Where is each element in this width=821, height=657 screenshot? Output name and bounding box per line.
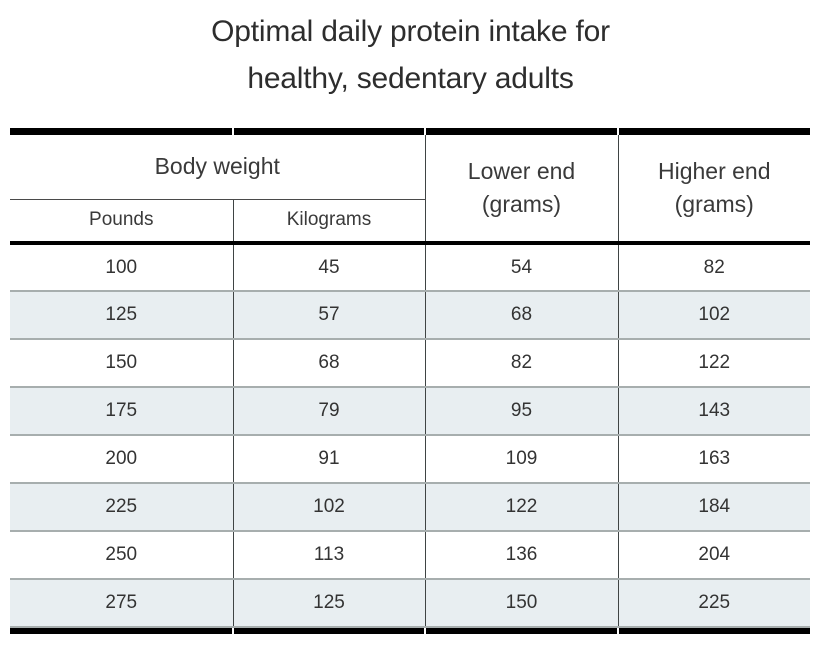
cell-kilograms: 113	[232, 530, 425, 579]
cell-higher-end: 204	[617, 530, 810, 579]
table-row: 100 45 54 82	[10, 241, 810, 291]
header-higher-end: Higher end (grams)	[617, 135, 810, 243]
cell-pounds: 125	[10, 290, 233, 339]
table-top-bar	[10, 128, 810, 135]
header-body-weight: Body weight	[10, 135, 425, 200]
table-row: 250 113 136 204	[10, 530, 810, 579]
bottom-bar-segment	[232, 626, 425, 634]
cell-lower-end: 150	[424, 578, 618, 627]
cell-pounds: 150	[10, 338, 233, 387]
cell-pounds: 100	[10, 241, 233, 291]
table-row: 150 68 82 122	[10, 338, 810, 387]
header-row-units: Pounds Kilograms	[10, 199, 810, 243]
cell-lower-end: 68	[424, 290, 618, 339]
cell-kilograms: 79	[232, 386, 425, 435]
top-bar-segment	[617, 128, 810, 135]
cell-lower-end: 54	[424, 241, 618, 291]
cell-higher-end: 102	[617, 290, 810, 339]
cell-kilograms: 45	[232, 241, 425, 291]
bottom-bar-segment	[424, 626, 618, 634]
table-row: 200 91 109 163	[10, 434, 810, 483]
top-bar-segment	[232, 128, 425, 135]
cell-kilograms: 68	[232, 338, 425, 387]
top-bar-segment	[424, 128, 618, 135]
cell-pounds: 275	[10, 578, 233, 627]
table-bottom-bar	[10, 626, 810, 634]
cell-kilograms: 102	[232, 482, 425, 531]
top-bar-segment	[10, 128, 233, 135]
cell-kilograms: 125	[232, 578, 425, 627]
cell-pounds: 200	[10, 434, 233, 483]
cell-lower-end: 82	[424, 338, 618, 387]
header-pounds: Pounds	[89, 209, 154, 231]
page-title-line2: healthy, sedentary adults	[247, 62, 574, 95]
header-kilograms: Kilograms	[232, 199, 425, 243]
page-title: Optimal daily protein intake for healthy…	[0, 8, 821, 102]
cell-higher-end: 143	[617, 386, 810, 435]
cell-kilograms: 91	[232, 434, 425, 483]
table-row: 225 102 122 184	[10, 482, 810, 531]
bottom-bar-segment	[617, 626, 810, 634]
header-lower-end: Lower end (grams)	[424, 135, 618, 243]
protein-intake-table: Body weight Lower end (grams) Higher end…	[10, 128, 810, 634]
cell-higher-end: 122	[617, 338, 810, 387]
cell-lower-end: 109	[424, 434, 618, 483]
table-row: 175 79 95 143	[10, 386, 810, 435]
bottom-bar-segment	[10, 626, 233, 634]
cell-pounds: 250	[10, 530, 233, 579]
cell-pounds: 225	[10, 482, 233, 531]
cell-lower-end: 136	[424, 530, 618, 579]
cell-lower-end: 95	[424, 386, 618, 435]
header-row-group: Body weight Lower end (grams) Higher end…	[10, 135, 810, 243]
cell-higher-end: 82	[617, 241, 810, 291]
cell-pounds: 175	[10, 386, 233, 435]
cell-kilograms: 57	[232, 290, 425, 339]
table-row: 125 57 68 102	[10, 290, 810, 339]
cell-higher-end: 225	[617, 578, 810, 627]
table-row: 275 125 150 225	[10, 578, 810, 627]
cell-higher-end: 184	[617, 482, 810, 531]
cell-higher-end: 163	[617, 434, 810, 483]
page-title-line1: Optimal daily protein intake for	[211, 15, 610, 48]
cell-lower-end: 122	[424, 482, 618, 531]
